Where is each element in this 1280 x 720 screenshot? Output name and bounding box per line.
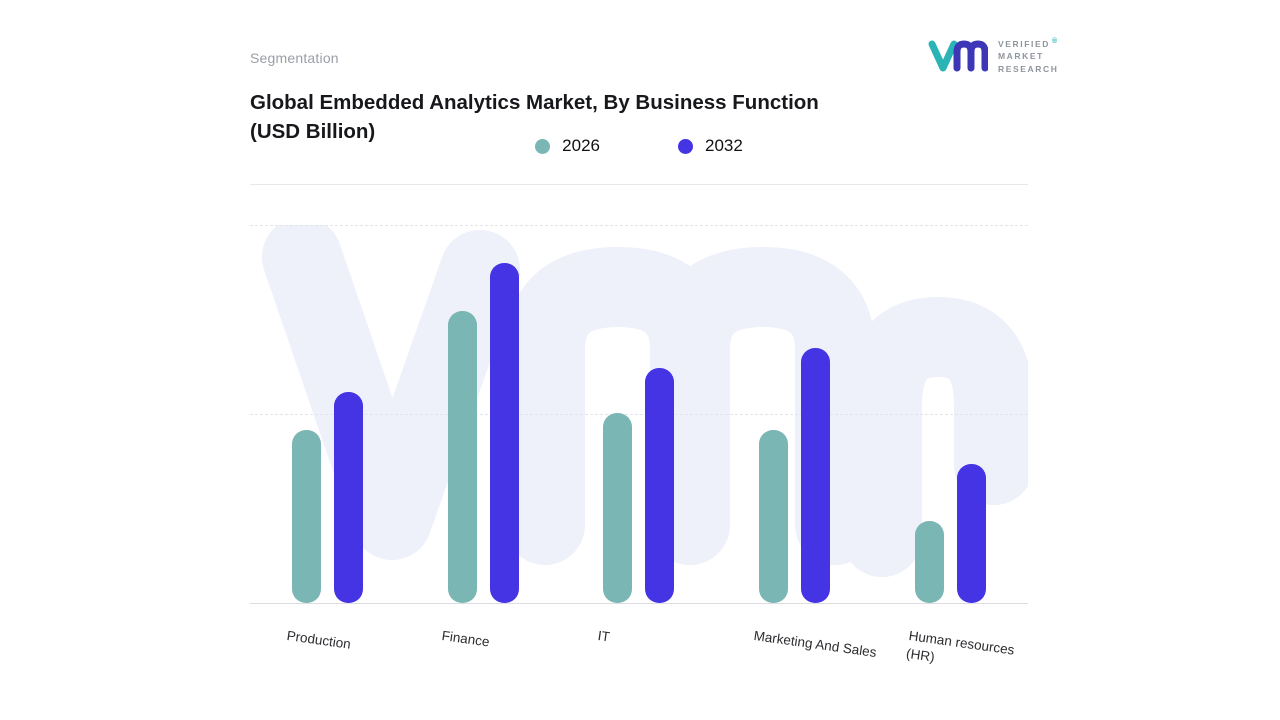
legend: 2026 2032 [250, 136, 1028, 156]
bar-2032-finance [489, 263, 519, 603]
logo-line-verified: VERIFIED [998, 38, 1051, 49]
registered-mark: ® [1052, 38, 1059, 46]
chart-title: Global Embedded Analytics Market, By Bus… [250, 90, 819, 144]
plot-area: Production Finance IT Marketing And Sales Hu… [250, 225, 1028, 665]
vmr-logo: VERIFIED ® MARKET RESEARCH [926, 36, 1059, 76]
legend-label-2026: 2026 [562, 136, 600, 155]
legend-item-2032: 2032 [678, 136, 743, 156]
logo-line-research: RESEARCH [998, 63, 1059, 74]
category-group-it: IT [561, 225, 717, 645]
category-group-production: Production [250, 225, 406, 652]
x-tick-label: Production [285, 627, 352, 652]
bar-2026-production [292, 430, 322, 603]
bar-2032-marketing-and-sales [801, 348, 831, 603]
bar-2032-production [334, 392, 364, 603]
gridline-top [250, 225, 1028, 226]
gridline-middle [250, 414, 1028, 415]
bar-2026-finance [447, 311, 477, 603]
bar-2032-it [645, 368, 675, 603]
bar-2032-human-resources-hr- [956, 464, 986, 603]
bar-2026-human-resources-hr- [914, 521, 944, 603]
category-group-marketing-and-sales: Marketing And Sales [717, 225, 877, 660]
logo-line-market: MARKET [998, 51, 1044, 62]
legend-item-2026: 2026 [535, 136, 600, 156]
x-tick-label: Finance [441, 627, 491, 650]
category-group-human-resources-hr-: Human resources (HR) [872, 225, 1028, 665]
eyebrow-label: Segmentation [250, 50, 339, 66]
legend-label-2032: 2032 [705, 136, 743, 155]
legend-swatch-2026 [535, 138, 551, 154]
category-group-finance: Finance [406, 225, 562, 650]
bar-2026-marketing-and-sales [759, 430, 789, 603]
header-divider [250, 184, 1028, 185]
bar-2026-it [603, 413, 633, 603]
x-tick-label: Marketing And Sales [752, 627, 878, 661]
x-tick-label: IT [596, 627, 611, 645]
vmr-logo-icon [928, 40, 988, 72]
x-tick-label: Human resources (HR) [905, 627, 1016, 665]
legend-swatch-2032 [678, 138, 693, 154]
vmr-logo-text: VERIFIED ® MARKET RESEARCH [998, 37, 1059, 75]
